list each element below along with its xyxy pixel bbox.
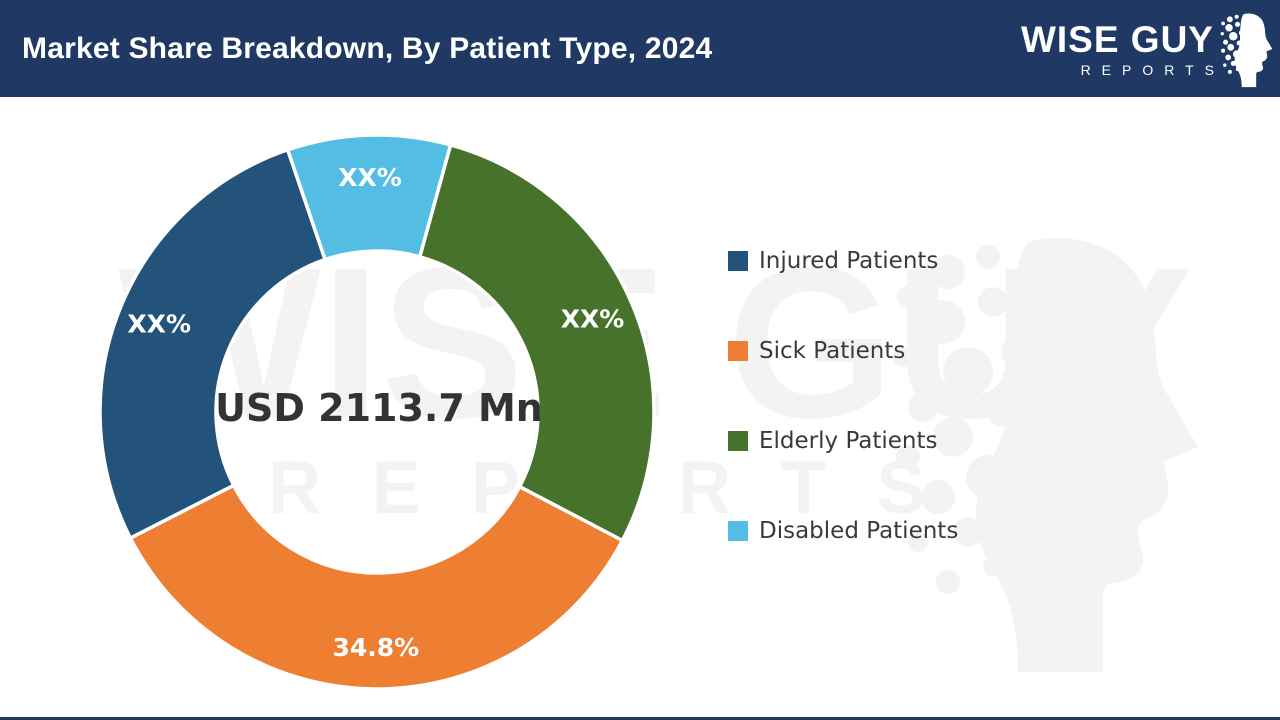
legend-item-injured-patients: Injured Patients bbox=[728, 248, 958, 274]
donut-segment-sick-patients bbox=[128, 483, 625, 691]
chart-legend: Injured Patients Sick Patients Elderly Pat… bbox=[728, 248, 959, 609]
legend-label: Injured Patients bbox=[759, 248, 939, 274]
slice-label-elderly-patients: XX% bbox=[561, 304, 625, 333]
donut-segment-injured-patients bbox=[98, 148, 327, 540]
logo-wordmark: WISE GUY bbox=[1020, 18, 1214, 60]
legend-swatch-elderly-patients bbox=[728, 431, 748, 451]
legend-item-sick-patients: Sick Patients bbox=[728, 338, 958, 364]
logo-head-icon bbox=[1220, 13, 1273, 88]
wise-guy-logo: WISE GUY REPORTS bbox=[1021, 6, 1274, 92]
legend-item-elderly-patients: Elderly Patients bbox=[728, 428, 958, 454]
donut-segment-elderly-patients bbox=[418, 143, 656, 543]
wise-guy-logo-text: WISE GUY REPORTS bbox=[1020, 18, 1214, 78]
slice-label-injured-patients: XX% bbox=[127, 310, 191, 339]
legend-label: Sick Patients bbox=[759, 338, 906, 364]
chart-center-value: USD 2113.7 Mn bbox=[215, 386, 543, 430]
header-bar: Market Share Breakdown, By Patient Type,… bbox=[0, 0, 1280, 97]
legend-swatch-disabled-patients bbox=[728, 521, 748, 541]
logo-subtext: REPORTS bbox=[1080, 61, 1225, 78]
legend-label: Elderly Patients bbox=[759, 428, 938, 454]
legend-swatch-injured-patients bbox=[728, 251, 748, 271]
donut-segment-disabled-patients bbox=[285, 133, 453, 262]
page-title: Market Share Breakdown, By Patient Type,… bbox=[22, 31, 713, 65]
slice-label-sick-patients: 34.8% bbox=[332, 633, 419, 662]
legend-item-disabled-patients: Disabled Patients bbox=[728, 518, 959, 544]
bottom-accent-bar bbox=[0, 717, 1280, 720]
legend-label: Disabled Patients bbox=[759, 518, 959, 544]
slice-label-disabled-patients: XX% bbox=[338, 163, 402, 192]
legend-swatch-sick-patients bbox=[728, 341, 748, 361]
